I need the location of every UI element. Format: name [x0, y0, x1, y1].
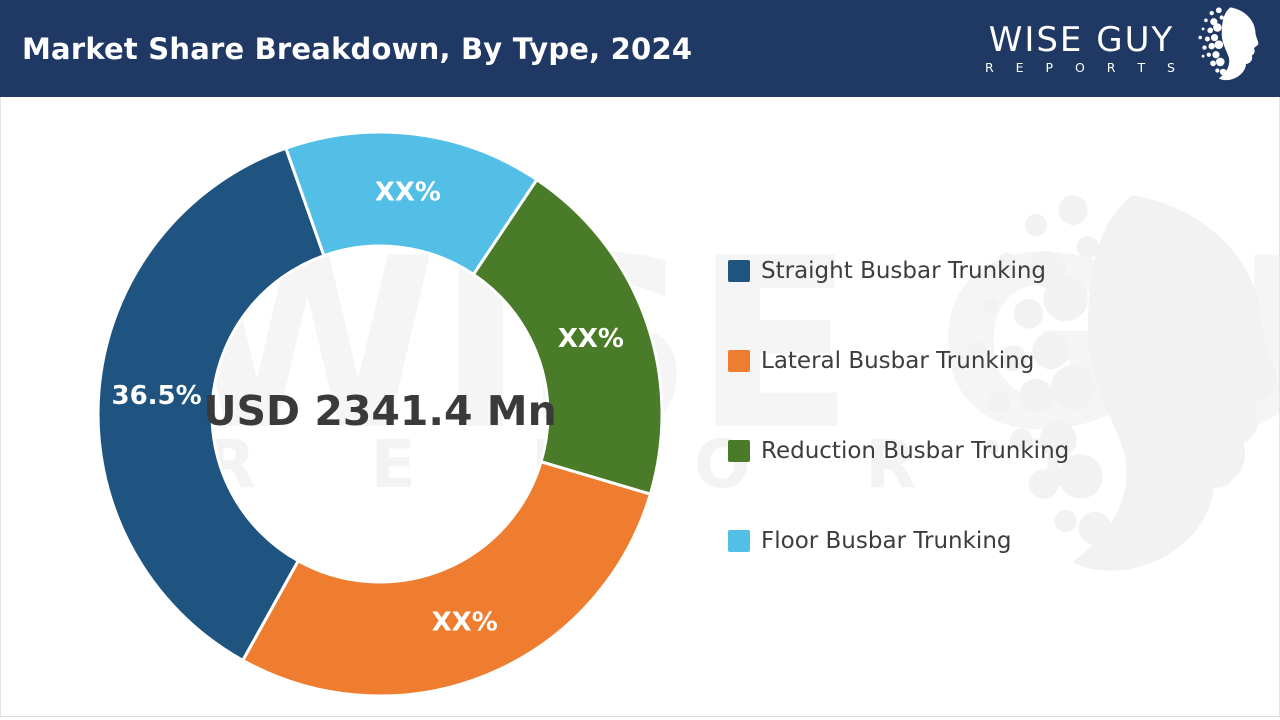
brand-subtitle: R E P O R T S	[984, 59, 1184, 75]
slice-lateral-busbar-trunking	[241, 460, 652, 698]
slice-floor-busbar-trunking	[284, 130, 539, 276]
left-edge-line	[0, 97, 1, 717]
legend-swatch-icon	[728, 440, 750, 462]
legend-item-floor-busbar-trunking: Floor Busbar Trunking	[728, 526, 1069, 556]
brand-text: WISE GUY R E P O R T S	[979, 23, 1184, 75]
slice-reduction-busbar-trunking	[471, 178, 664, 496]
legend-label: Reduction Busbar Trunking	[761, 438, 1070, 464]
legend-label: Floor Busbar Trunking	[761, 528, 1012, 554]
brand-face-icon	[1198, 6, 1259, 80]
slice-value-label: XX%	[432, 608, 498, 638]
slice-value-label: XX%	[375, 178, 441, 208]
chart-legend: Straight Busbar Trunking Lateral Busbar …	[728, 256, 1069, 616]
chart-center-value: USD 2341.4 Mn	[203, 387, 557, 435]
header: Market Share Breakdown, By Type, 2024 WI…	[0, 0, 1280, 97]
slice-value-label: XX%	[558, 324, 624, 354]
slice-straight-busbar-trunking	[96, 146, 326, 662]
legend-label: Lateral Busbar Trunking	[761, 348, 1035, 374]
legend-item-lateral-busbar-trunking: Lateral Busbar Trunking	[728, 346, 1069, 376]
legend-label: Straight Busbar Trunking	[761, 258, 1047, 284]
legend-swatch-icon	[728, 530, 750, 552]
legend-swatch-icon	[728, 350, 750, 372]
watermark-face-logo-icon	[967, 195, 1277, 571]
bottom-edge-line	[0, 716, 1280, 717]
legend-item-reduction-busbar-trunking: Reduction Busbar Trunking	[728, 436, 1069, 466]
brand-name: WISE GUY	[988, 19, 1175, 60]
donut-slices: 36.5% XX% XX% XX%	[96, 130, 664, 698]
brand-logo: WISE GUY R E P O R T S	[979, 0, 1262, 97]
legend-swatch-icon	[728, 260, 750, 282]
legend-item-straight-busbar-trunking: Straight Busbar Trunking	[728, 256, 1069, 286]
page-title: Market Share Breakdown, By Type, 2024	[22, 31, 693, 66]
slice-value-label: 36.5%	[111, 381, 201, 411]
